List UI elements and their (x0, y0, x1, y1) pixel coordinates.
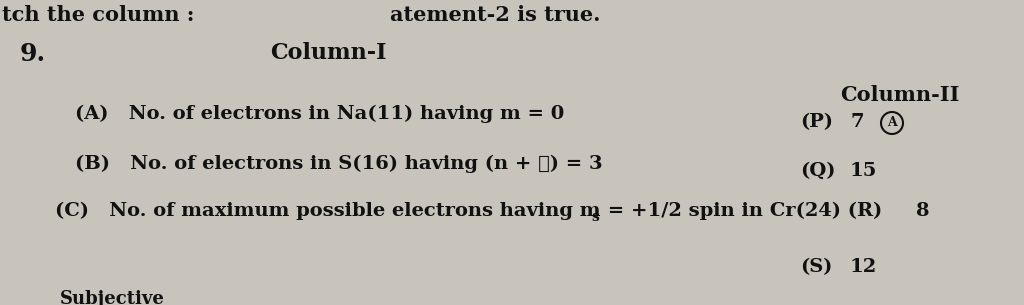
Text: atement-2 is true.: atement-2 is true. (390, 5, 600, 25)
Text: s: s (591, 210, 599, 224)
Text: Column-II: Column-II (840, 85, 959, 105)
Text: (S): (S) (800, 258, 833, 276)
Text: 12: 12 (850, 258, 878, 276)
Text: (A)   No. of electrons in Na(11) having m = 0: (A) No. of electrons in Na(11) having m … (75, 105, 564, 123)
Text: A: A (887, 117, 897, 130)
Text: = +1/2 spin in Cr(24) (R)     8: = +1/2 spin in Cr(24) (R) 8 (601, 202, 930, 220)
Text: (P): (P) (800, 113, 833, 131)
Text: 7: 7 (850, 113, 863, 131)
Text: (Q): (Q) (800, 162, 836, 180)
Text: 9.: 9. (20, 42, 46, 66)
Text: (C)   No. of maximum possible electrons having m: (C) No. of maximum possible electrons ha… (55, 202, 600, 220)
Text: Subjective: Subjective (60, 290, 165, 305)
Text: (B)   No. of electrons in S(16) having (n + ℓ) = 3: (B) No. of electrons in S(16) having (n … (75, 155, 603, 173)
Text: tch the column :: tch the column : (2, 5, 195, 25)
Text: Column-I: Column-I (270, 42, 386, 64)
Text: 15: 15 (850, 162, 878, 180)
